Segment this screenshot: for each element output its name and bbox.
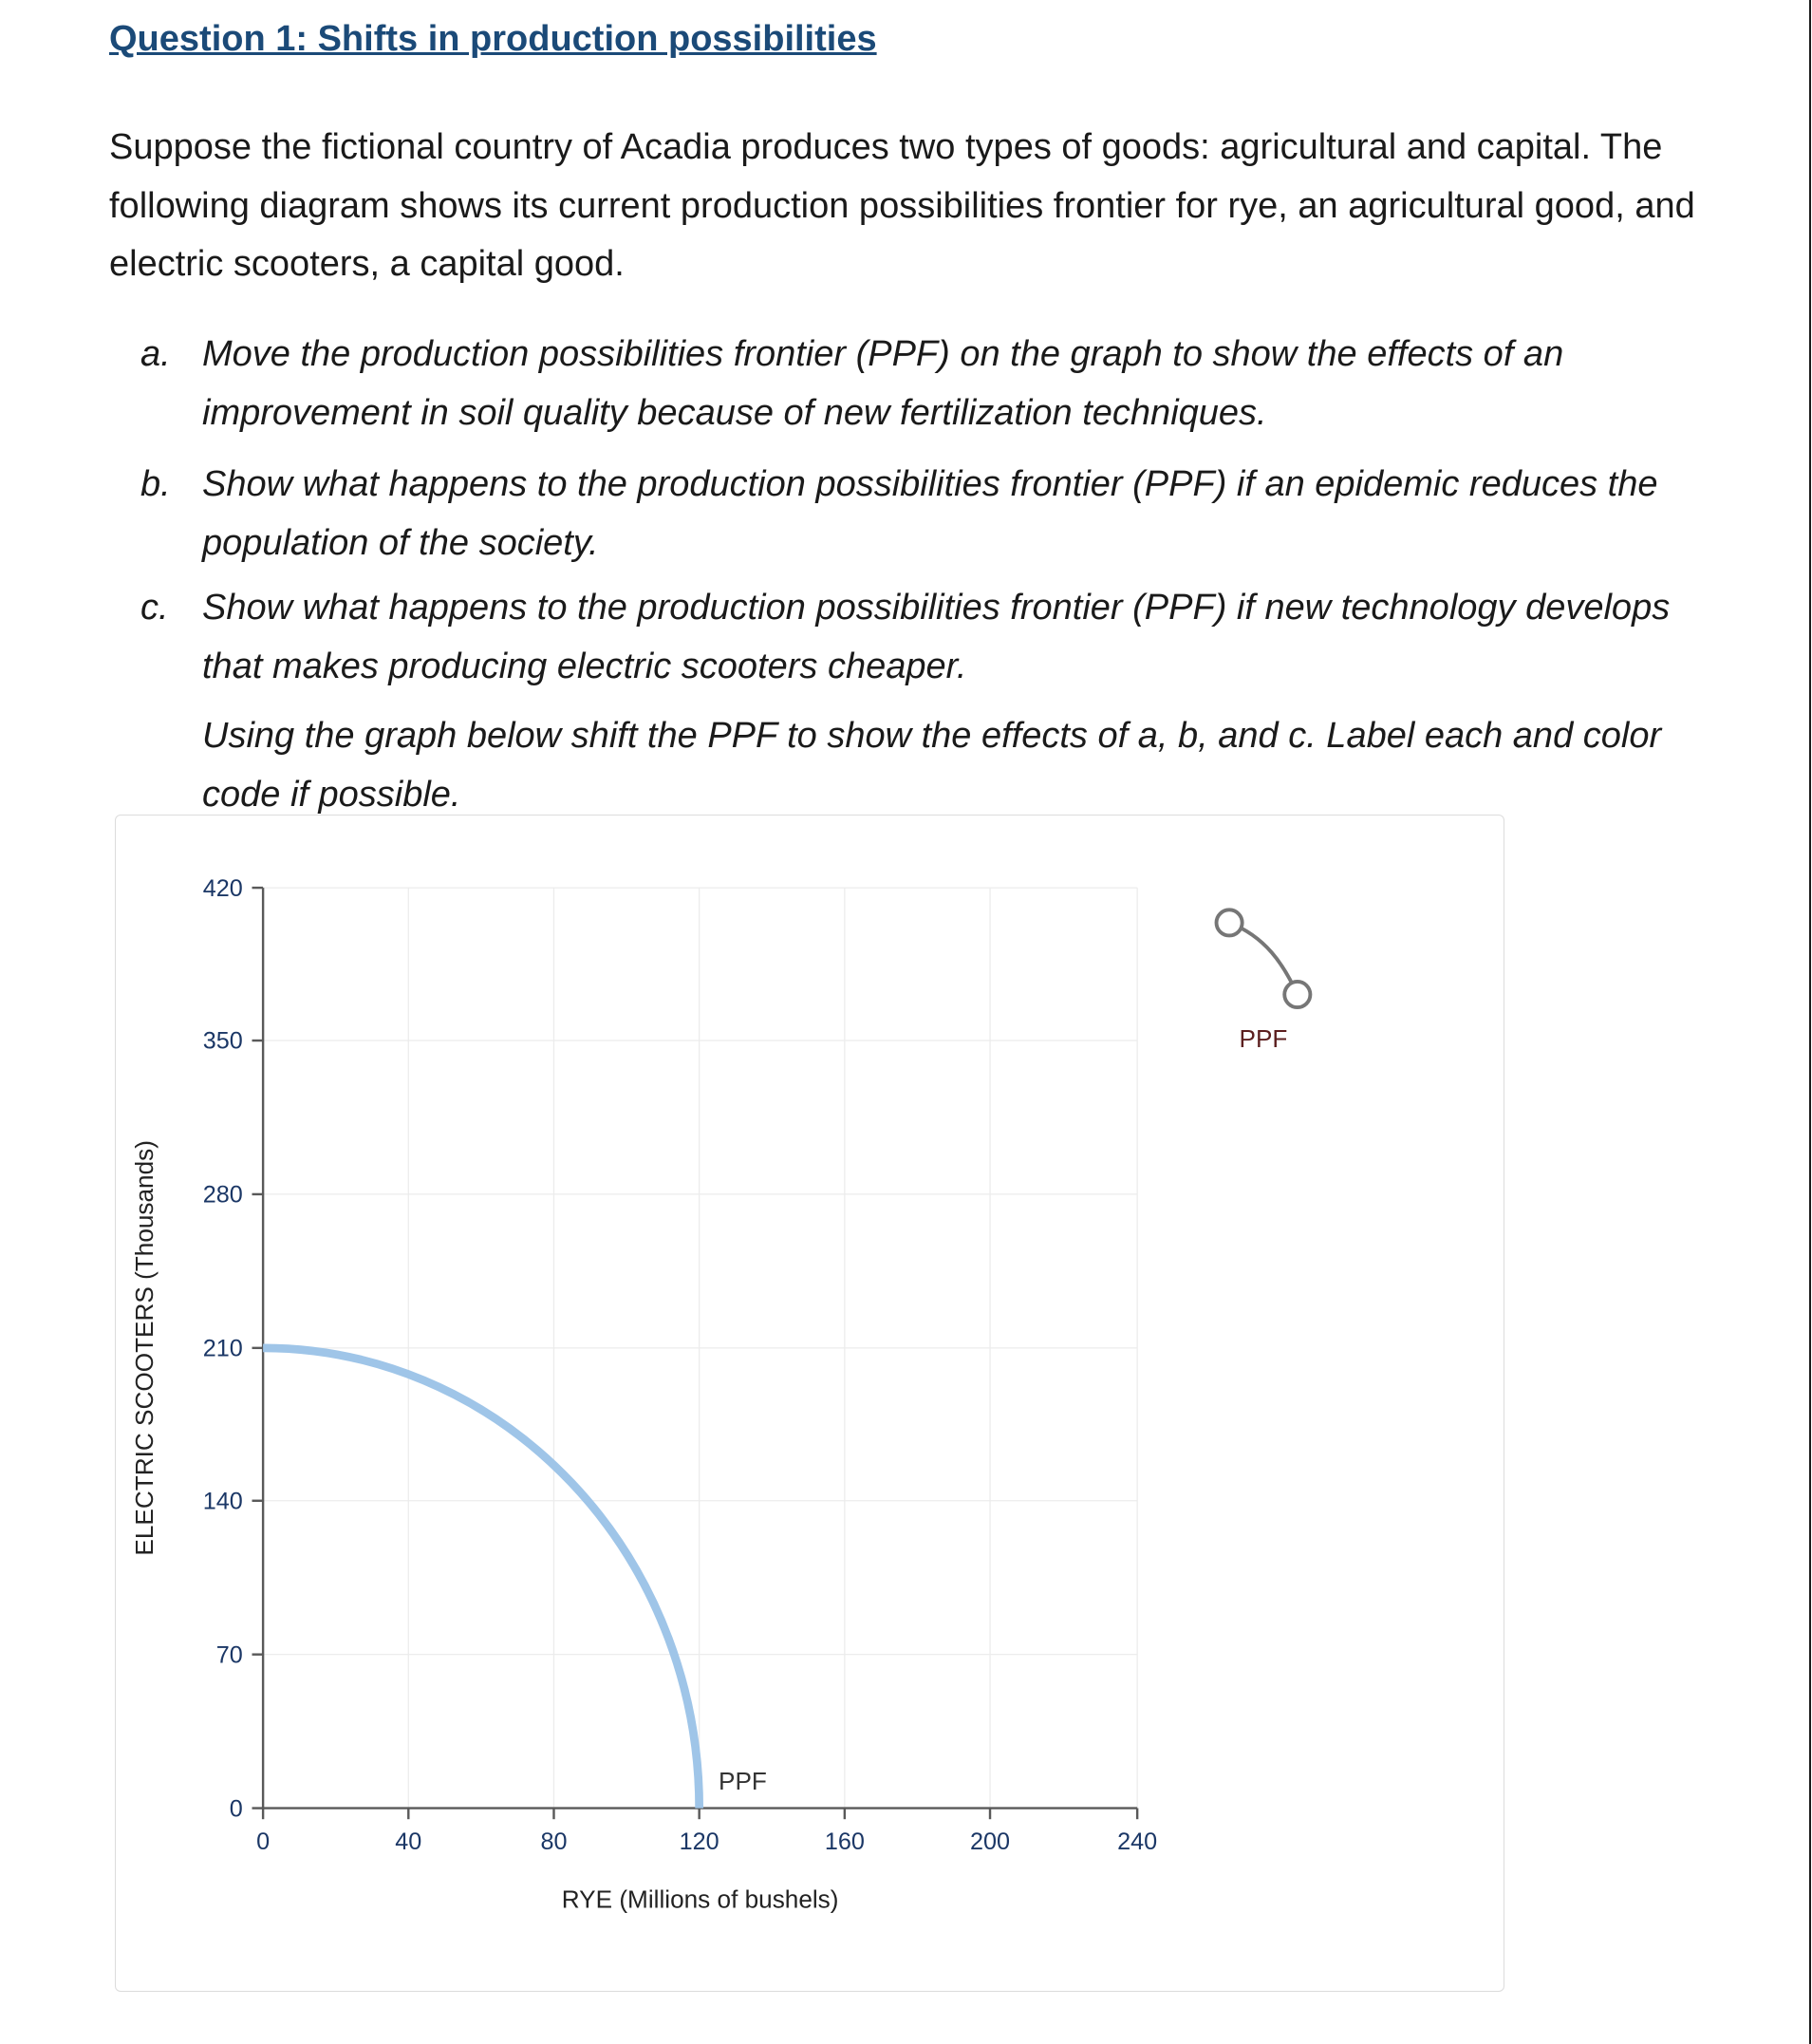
svg-text:80: 80 [540, 1828, 567, 1855]
svg-text:70: 70 [216, 1641, 243, 1668]
svg-text:160: 160 [825, 1828, 865, 1855]
svg-text:PPF: PPF [719, 1767, 767, 1795]
svg-text:RYE (Millions of bushels): RYE (Millions of bushels) [562, 1885, 839, 1913]
svg-text:140: 140 [203, 1488, 243, 1514]
svg-text:0: 0 [256, 1828, 270, 1855]
svg-text:0: 0 [230, 1795, 243, 1822]
svg-text:240: 240 [1117, 1828, 1157, 1855]
svg-text:200: 200 [970, 1828, 1010, 1855]
svg-text:210: 210 [203, 1336, 243, 1362]
svg-text:350: 350 [203, 1028, 243, 1055]
svg-text:ELECTRIC SCOOTERS (Thousands): ELECTRIC SCOOTERS (Thousands) [130, 1140, 159, 1556]
svg-text:120: 120 [680, 1828, 719, 1855]
svg-text:420: 420 [203, 875, 243, 902]
svg-text:280: 280 [203, 1182, 243, 1209]
svg-text:PPF: PPF [1240, 1024, 1288, 1053]
svg-text:40: 40 [395, 1828, 421, 1855]
